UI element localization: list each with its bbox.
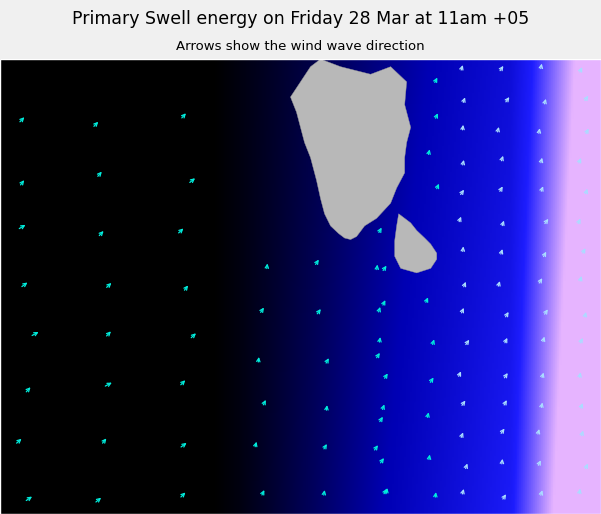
Text: Arrows show the wind wave direction: Arrows show the wind wave direction <box>176 40 425 52</box>
Polygon shape <box>395 214 437 273</box>
Polygon shape <box>290 59 410 240</box>
Text: Primary Swell energy on Friday 28 Mar at 11am +05: Primary Swell energy on Friday 28 Mar at… <box>72 10 529 28</box>
